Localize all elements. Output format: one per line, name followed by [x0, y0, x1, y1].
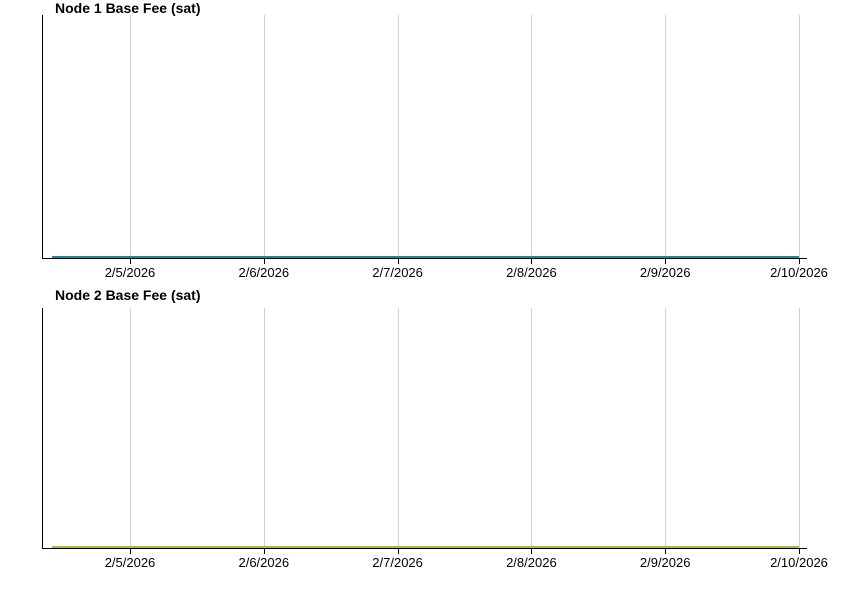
x-tick-label: 2/8/2026 [506, 265, 557, 280]
x-tick-label: 2/7/2026 [372, 555, 423, 570]
vertical-gridline [799, 15, 800, 258]
plot-area-node2: 2/5/2026 2/6/2026 2/7/2026 2/8/2026 2/9/2026… [42, 308, 828, 570]
x-tick-label: 2/6/2026 [238, 555, 290, 570]
x-axis-tick [665, 549, 667, 554]
x-axis-tick [397, 549, 399, 554]
x-tick-label: 2/7/2026 [372, 265, 423, 280]
x-axis-tick [130, 259, 131, 264]
plot-area-node1: 2/5/2026 2/6/2026 2/7/2026 2/8/2026 2/9/2026… [42, 15, 828, 280]
x-axis-tick [799, 259, 800, 264]
vertical-gridline [397, 15, 399, 258]
x-axis-tick [531, 549, 533, 554]
x-tick-label: 2/9/2026 [639, 555, 691, 570]
vertical-gridline [397, 308, 399, 548]
x-axis-tick [130, 549, 131, 554]
x-axis-tick [263, 549, 265, 554]
x-axis-tick [665, 259, 667, 264]
x-axis-tick [263, 259, 265, 264]
x-tick-label: 2/10/2026 [770, 265, 828, 280]
vertical-gridline [799, 308, 800, 548]
vertical-gridline [130, 15, 131, 258]
x-tick-label: 2/9/2026 [639, 265, 691, 280]
x-axis-tick [531, 259, 533, 264]
x-tick-label: 2/10/2026 [770, 555, 828, 570]
vertical-gridline [531, 15, 533, 258]
x-tick-label: 2/5/2026 [104, 265, 156, 280]
x-tick-label: 2/5/2026 [104, 555, 156, 570]
vertical-gridline [665, 308, 667, 548]
x-axis-tick [397, 259, 399, 264]
x-tick-label: 2/8/2026 [506, 555, 557, 570]
chart-title-node1: Node 1 Base Fee (sat) [55, 0, 201, 16]
vertical-gridline [130, 308, 131, 548]
vertical-gridline [531, 308, 533, 548]
series-line-1 [52, 256, 799, 258]
series-line-2 [52, 546, 799, 548]
vertical-gridline [665, 15, 667, 258]
vertical-gridline [263, 15, 265, 258]
chart-title-node2: Node 2 Base Fee (sat) [55, 287, 201, 303]
x-tick-label: 2/6/2026 [238, 265, 290, 280]
vertical-gridline [263, 308, 265, 548]
x-axis-tick [799, 549, 800, 554]
